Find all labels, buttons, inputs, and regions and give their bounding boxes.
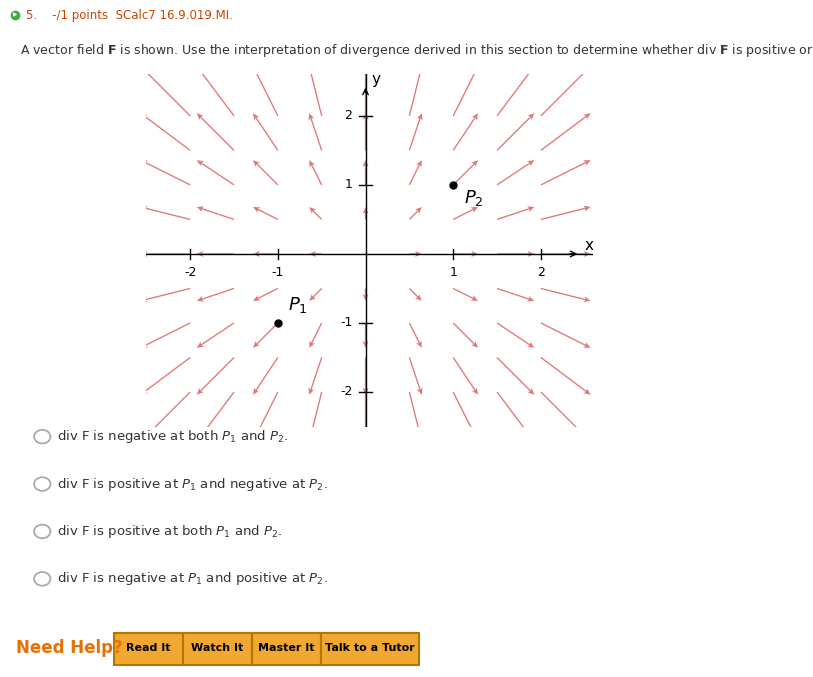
Text: div F is positive at $P_1$ and negative at $P_2$.: div F is positive at $P_1$ and negative … [57,475,328,493]
Text: 2: 2 [345,110,352,123]
FancyBboxPatch shape [183,633,252,665]
Text: Watch It: Watch It [191,643,244,653]
FancyBboxPatch shape [252,633,321,665]
Text: 1: 1 [450,266,457,280]
Text: -2: -2 [340,385,352,399]
Text: $P_2$: $P_2$ [463,188,484,209]
Text: -1: -1 [340,316,352,330]
Text: -2: -2 [184,266,197,280]
Text: x: x [585,238,593,253]
Text: $P_1$: $P_1$ [289,294,308,315]
Text: 2: 2 [537,266,545,280]
Text: Master It: Master It [259,643,315,653]
Text: ▶: ▶ [12,13,17,18]
Text: Read It: Read It [126,643,171,653]
Text: div F is positive at both $P_1$ and $P_2$.: div F is positive at both $P_1$ and $P_2… [57,523,282,540]
Text: Need Help?: Need Help? [16,639,123,657]
Text: div F is negative at $P_1$ and positive at $P_2$.: div F is negative at $P_1$ and positive … [57,570,328,588]
Text: -1: -1 [272,266,284,280]
Text: A vector field $\mathbf{F}$ is shown. Use the interpretation of divergence deriv: A vector field $\mathbf{F}$ is shown. Us… [20,42,813,60]
Text: div F is negative at both $P_1$ and $P_2$.: div F is negative at both $P_1$ and $P_2… [57,428,289,445]
FancyBboxPatch shape [321,633,419,665]
Text: Talk to a Tutor: Talk to a Tutor [325,643,415,653]
Text: 5.    -/1 points  SCalc7 16.9.019.MI.: 5. -/1 points SCalc7 16.9.019.MI. [26,9,233,22]
FancyBboxPatch shape [114,633,183,665]
Text: y: y [372,72,380,87]
Text: 1: 1 [345,179,352,192]
